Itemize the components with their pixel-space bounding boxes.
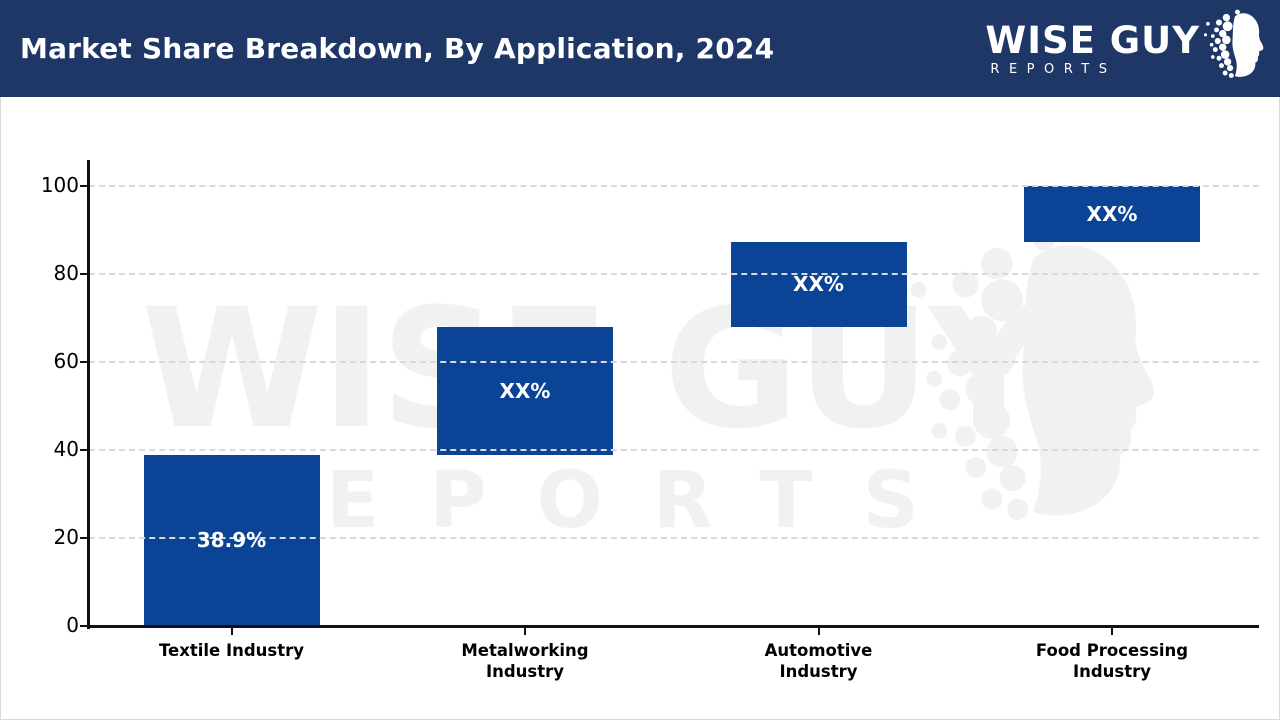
chart-area: WISE GUY REPORTS 0 20 40 60 80 100 38.9% Textil… <box>0 97 1280 720</box>
header: Market Share Breakdown, By Application, … <box>0 0 1280 97</box>
y-tick-label: 60 <box>53 349 79 373</box>
brand-logo: WISE GUY REPORTS <box>985 6 1266 92</box>
watermark-head-icon <box>901 229 1154 520</box>
x-tick-mark <box>817 626 820 635</box>
bar <box>437 326 613 455</box>
watermark-reports-text: REPORTS <box>216 456 969 546</box>
x-tick-label: Textile Industry <box>158 641 305 660</box>
bar-value-label: XX% <box>793 272 844 297</box>
gridline <box>89 185 1259 187</box>
gridline <box>89 537 1259 539</box>
x-tick-label: Automotive Industry <box>764 641 873 682</box>
y-axis-line <box>87 159 90 629</box>
gridline <box>89 449 1259 451</box>
y-tick-mark <box>80 449 88 451</box>
y-tick-mark <box>80 361 88 363</box>
gridline <box>89 273 1259 275</box>
x-tick-mark <box>230 626 233 635</box>
x-tick-mark <box>524 626 526 635</box>
y-tick-label: 20 <box>53 525 79 549</box>
y-tick-mark <box>80 537 88 539</box>
bar <box>730 241 907 327</box>
y-tick-mark <box>80 625 88 627</box>
gridline <box>89 361 1259 363</box>
brand-logo-text: WISE GUY REPORTS <box>985 22 1200 77</box>
brand-subname: REPORTS <box>990 61 1117 77</box>
x-axis-line <box>87 625 1259 628</box>
y-tick-label: 80 <box>53 261 79 285</box>
y-tick-label: 40 <box>53 437 79 461</box>
bar-value-label: XX% <box>1086 201 1138 226</box>
bar-value-label: XX% <box>499 378 551 403</box>
bar-value-label: 38.9% <box>196 528 267 553</box>
x-tick-mark <box>1111 626 1113 635</box>
y-tick-label: 100 <box>40 173 79 197</box>
bar <box>1024 186 1200 242</box>
y-tick-label: 0 <box>66 613 79 637</box>
chart-title: Market Share Breakdown, By Application, … <box>20 32 775 65</box>
x-tick-label: Food Processing Industry <box>1035 641 1189 682</box>
y-tick-mark <box>80 273 88 275</box>
bar <box>143 454 320 626</box>
y-tick-mark <box>80 185 88 187</box>
brand-name: WISE GUY <box>985 18 1200 62</box>
x-tick-label: Metalworking Industry <box>461 641 589 682</box>
brand-head-icon <box>1204 9 1264 78</box>
